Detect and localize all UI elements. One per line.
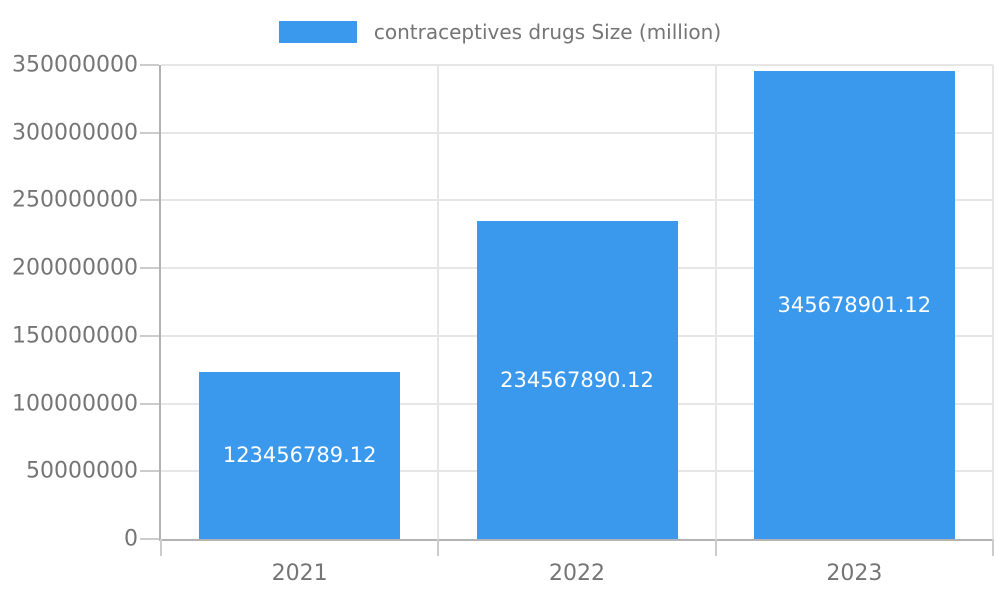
x-gridline [992, 65, 994, 539]
bar-2023[interactable]: 345678901.12 [753, 70, 955, 539]
legend-label: contraceptives drugs Size (million) [373, 20, 722, 44]
y-tick-mark [140, 402, 159, 405]
x-tick-mark [437, 539, 440, 556]
y-axis-tick-label: 0 [124, 526, 138, 552]
y-axis-tick-label: 350000000 [12, 52, 138, 78]
bar-value-label: 345678901.12 [777, 292, 932, 317]
bar-value-label: 234567890.12 [500, 368, 654, 393]
x-gridline [437, 65, 440, 539]
x-axis-category-label: 2023 [826, 561, 883, 586]
x-axis-line [159, 539, 993, 541]
y-axis-tick-label: 200000000 [12, 255, 138, 281]
y-gridline [161, 199, 993, 202]
x-axis-category-label: 2021 [271, 561, 328, 586]
y-tick-mark [140, 131, 159, 134]
x-tick-mark [992, 539, 994, 556]
y-tick-mark [140, 538, 159, 540]
y-axis-tick-label: 250000000 [12, 187, 138, 213]
y-gridline [161, 64, 993, 66]
y-tick-mark [140, 267, 159, 270]
x-tick-mark [714, 539, 717, 556]
y-tick-mark [140, 64, 159, 66]
x-gridline [714, 65, 717, 539]
y-tick-mark [140, 470, 159, 473]
y-axis-tick-label: 150000000 [12, 323, 138, 349]
bar-2022[interactable]: 234567890.12 [476, 221, 678, 539]
y-axis-tick-label: 300000000 [12, 120, 138, 146]
y-axis-tick-label: 50000000 [26, 458, 138, 484]
chart-legend: contraceptives drugs Size (million) [0, 20, 1000, 44]
y-axis-line [159, 65, 161, 539]
x-axis-category-label: 2022 [549, 561, 605, 586]
y-axis-tick-label: 100000000 [12, 391, 138, 417]
legend-swatch-icon [278, 21, 357, 43]
y-gridline [161, 131, 993, 134]
y-tick-mark [140, 199, 159, 202]
bar-2021[interactable]: 123456789.12 [199, 371, 401, 539]
x-tick-mark [160, 539, 162, 556]
y-tick-mark [140, 334, 159, 337]
bar-value-label: 123456789.12 [222, 443, 377, 468]
plot-area: 0 50000000 100000000 150000000 200000000 2500… [12, 53, 994, 586]
